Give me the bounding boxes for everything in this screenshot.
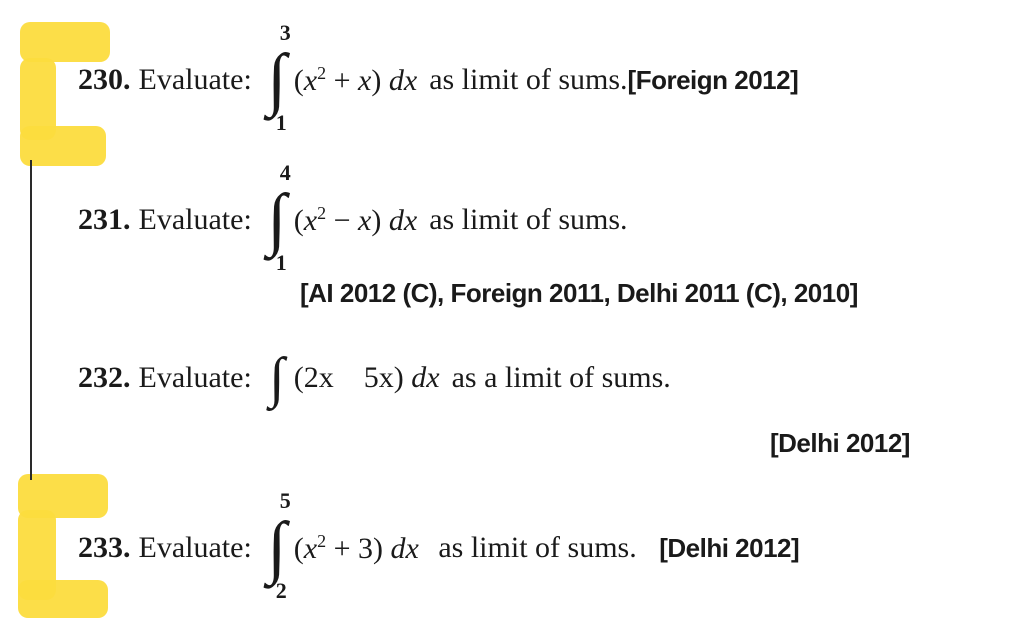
integral-sign: ∫ <box>262 348 292 408</box>
problem-230: 230. Evaluate: 3 ∫ 1 (x2 + x) dx as limi… <box>78 40 798 120</box>
upper-limit: 4 <box>280 160 291 186</box>
scan-rule-left-top <box>30 160 32 480</box>
integrand: (2x 5x) dx <box>294 361 440 395</box>
problem-number: 230. <box>78 63 131 97</box>
upper-limit: 5 <box>280 488 291 514</box>
integral: 3 ∫ 1 (x2 + x) dx <box>262 40 417 120</box>
integral: 5 ∫ 2 (x2 + 3) dx <box>262 508 419 588</box>
tail-text: as limit of sums. <box>429 63 627 97</box>
problem-232: 232. Evaluate: ∫ (2x 5x) dx as a limit o… <box>78 348 671 408</box>
problem-label: Evaluate: <box>139 531 252 565</box>
integral: 4 ∫ 1 (x2 − x) dx <box>262 180 417 260</box>
source-tag: [Delhi 2012] <box>659 533 799 564</box>
problem-label: Evaluate: <box>139 63 252 97</box>
tail-text: as limit of sums. <box>431 531 659 565</box>
problem-number: 232. <box>78 361 131 395</box>
lower-limit: 2 <box>276 578 287 604</box>
lower-limit: 1 <box>276 110 287 136</box>
problem-number: 231. <box>78 203 131 237</box>
highlight-top-bracket-h2 <box>20 126 106 166</box>
problem-label: Evaluate: <box>139 203 252 237</box>
page: 230. Evaluate: 3 ∫ 1 (x2 + x) dx as limi… <box>0 0 1024 618</box>
upper-limit: 3 <box>280 20 291 46</box>
integral: ∫ (2x 5x) dx <box>262 348 440 408</box>
problem-232-source: [Delhi 2012] <box>770 428 910 459</box>
tail-text: as a limit of sums. <box>452 361 671 395</box>
tail-text: as limit of sums. <box>429 203 627 237</box>
integrand: (x2 − x) dx <box>294 203 417 238</box>
integral-sign: 4 ∫ 1 <box>262 180 292 260</box>
lower-limit: 1 <box>276 250 287 276</box>
source-tag: [Foreign 2012] <box>628 65 799 96</box>
problem-231-source: [AI 2012 (C), Foreign 2011, Delhi 2011 (… <box>300 278 858 309</box>
integrand: (x2 + x) dx <box>294 63 417 98</box>
integrand: (x2 + 3) dx <box>294 531 419 566</box>
integral-sign: 5 ∫ 2 <box>262 508 292 588</box>
integral-sign: 3 ∫ 1 <box>262 40 292 120</box>
problem-label: Evaluate: <box>139 361 252 395</box>
problem-231: 231. Evaluate: 4 ∫ 1 (x2 − x) dx as limi… <box>78 180 628 260</box>
problem-number: 233. <box>78 531 131 565</box>
problem-233: 233. Evaluate: 5 ∫ 2 (x2 + 3) dx as limi… <box>78 508 799 588</box>
